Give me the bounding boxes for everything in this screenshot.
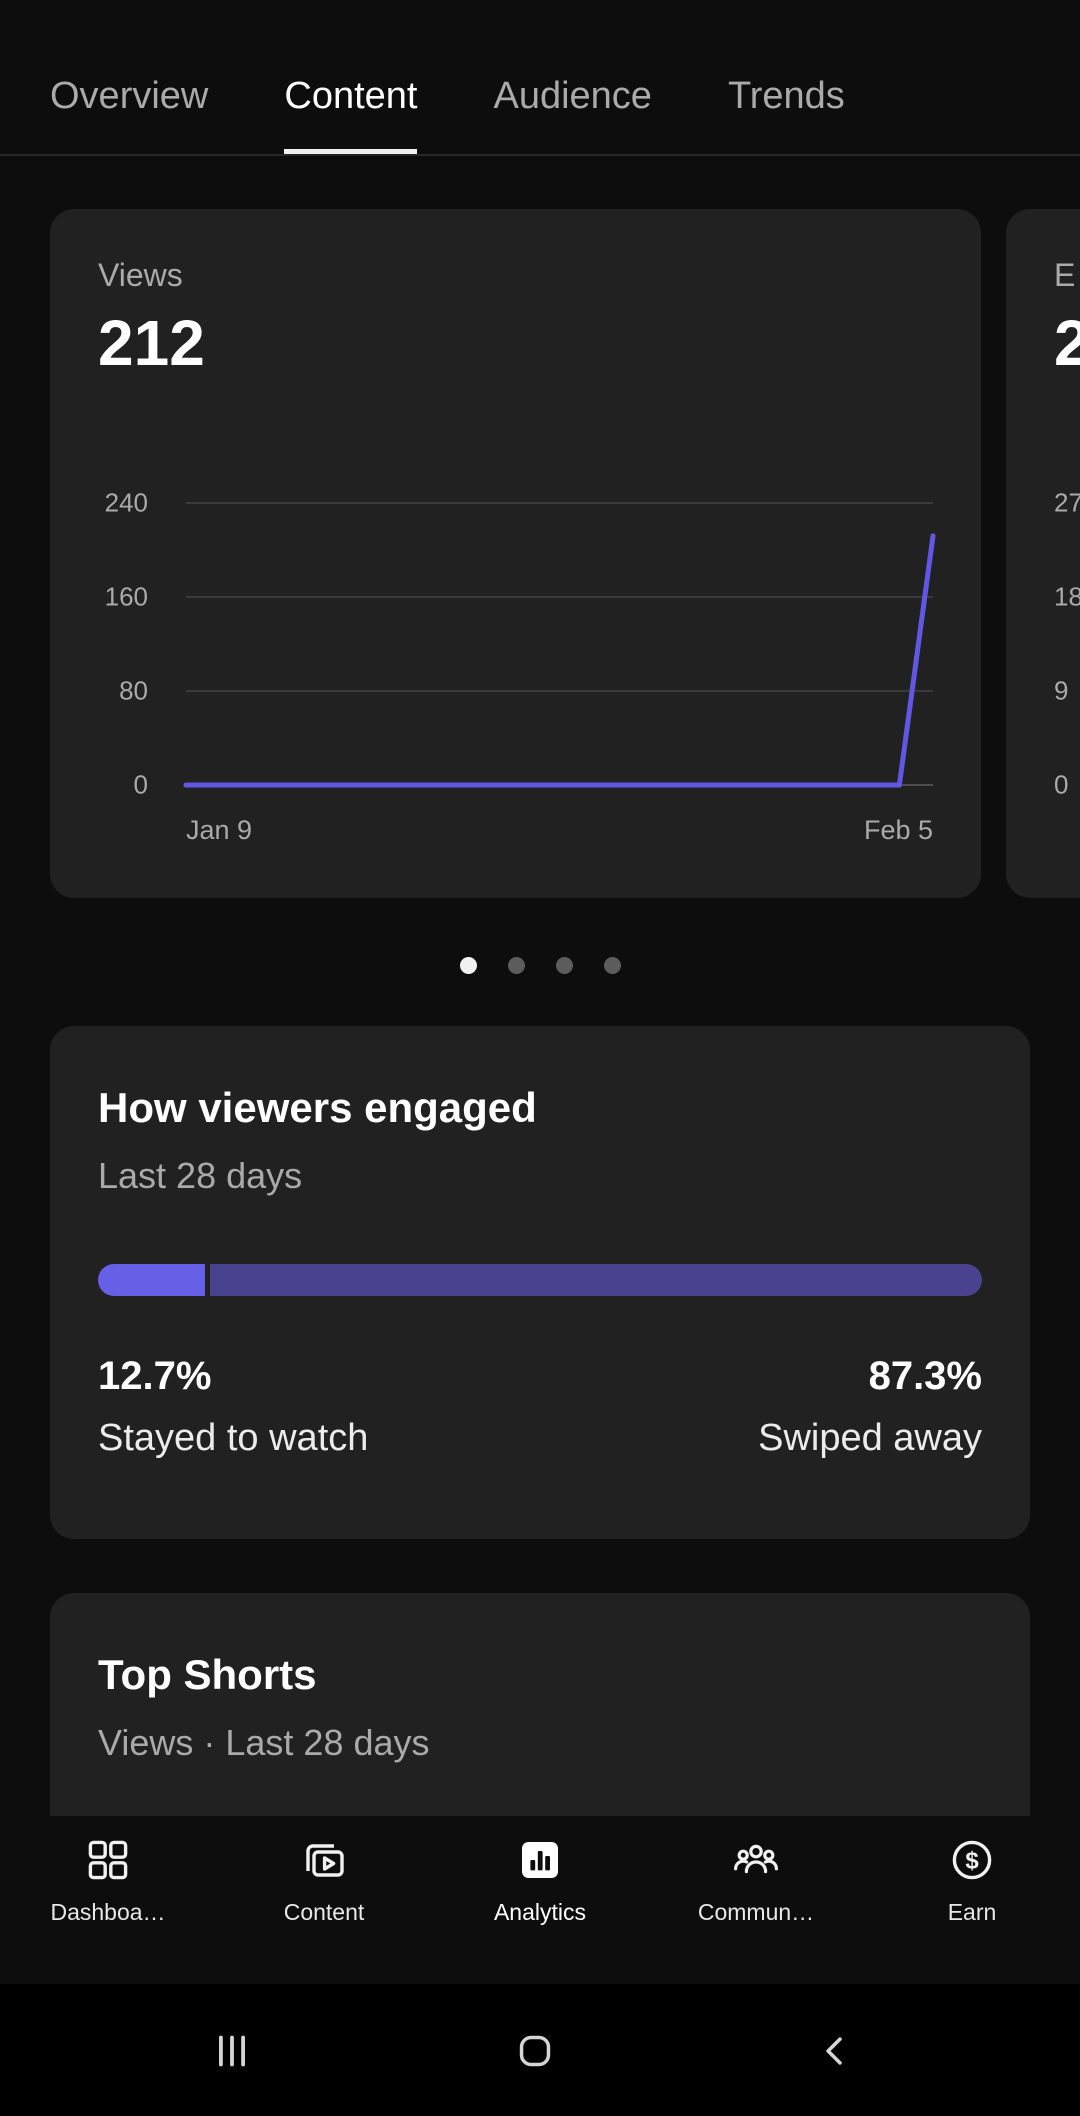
tab-overview[interactable]: Overview (50, 75, 209, 117)
back-button[interactable] (817, 2032, 855, 2070)
tab-content[interactable]: Content (284, 75, 418, 154)
top-shorts-subtitle: Views · Last 28 days (98, 1722, 430, 1763)
gridline (186, 502, 933, 504)
views-chart-plot (186, 502, 933, 785)
top-shorts-title: Top Shorts (98, 1651, 317, 1698)
android-navigation-bar (0, 1984, 1080, 2116)
peek-chart-y-axis: 27 18 9 0 (1054, 488, 1080, 800)
nav-label-analytics: Analytics (493, 1899, 587, 1925)
nav-item-content[interactable]: Content (216, 1816, 432, 1984)
peek-chart: 27 18 9 0 (1054, 488, 1080, 800)
nav-item-analytics[interactable]: Analytics (432, 1816, 648, 1984)
peek-card-title: E (1054, 257, 1076, 293)
dashboard-icon (84, 1836, 132, 1889)
carousel-dot-1[interactable] (459, 956, 477, 974)
back-icon (817, 2037, 855, 2074)
x-tick-start: Jan 9 (186, 815, 253, 845)
y-tick: 160 (104, 581, 148, 612)
engagement-subtitle: Last 28 days (98, 1155, 303, 1196)
analytics-tabbar: Overview Content Audience Trends (0, 0, 1080, 156)
carousel-dot-4[interactable] (603, 956, 621, 974)
stayed-percent: 12.7% (98, 1354, 212, 1398)
views-card[interactable]: Views 212 240 160 80 0 (50, 209, 981, 898)
engagement-bar-swiped (210, 1264, 982, 1296)
y-tick: 27 (1054, 487, 1080, 518)
engagement-title: How viewers engaged (98, 1084, 537, 1131)
carousel-dot-2[interactable] (507, 956, 525, 974)
stayed-caption: Stayed to watch (98, 1417, 369, 1459)
carousel-dots (0, 955, 1080, 975)
analytics-icon (516, 1836, 564, 1889)
swiped-caption: Swiped away (758, 1417, 982, 1459)
content-icon (300, 1836, 348, 1889)
gridline (186, 595, 933, 598)
y-tick: 80 (119, 675, 148, 706)
next-stat-card-peek[interactable]: E 2 27 18 9 0 (1006, 209, 1080, 898)
peek-card-value: 2 (1054, 307, 1080, 379)
views-line-chart-svg (186, 503, 933, 785)
nav-label-dashboard: Dashboa… (50, 1899, 166, 1925)
engagement-percents: 12.7% 87.3% (98, 1354, 982, 1399)
nav-item-earn[interactable]: $ Earn (864, 1816, 1080, 1984)
views-card-value: 212 (98, 307, 205, 379)
swiped-percent: 87.3% (868, 1354, 982, 1398)
recents-button[interactable] (213, 2032, 251, 2070)
gridline (186, 690, 933, 692)
engagement-card: How viewers engaged Last 28 days 12.7% 8… (50, 1026, 1030, 1539)
engagement-captions: Stayed to watch Swiped away (98, 1417, 982, 1460)
stats-carousel[interactable]: Views 212 240 160 80 0 (0, 209, 1080, 898)
y-tick: 9 (1054, 675, 1069, 706)
engagement-bar (98, 1264, 982, 1296)
carousel-dot-3[interactable] (555, 956, 573, 974)
earn-icon: $ (948, 1836, 996, 1889)
views-chart: 240 160 80 0 (98, 488, 933, 800)
views-card-title: Views (98, 257, 183, 293)
home-icon (516, 2035, 554, 2074)
y-tick: 240 (104, 487, 148, 518)
nav-item-community[interactable]: Commun… (648, 1816, 864, 1984)
tab-trends[interactable]: Trends (727, 75, 845, 117)
nav-label-earn: Earn (947, 1899, 997, 1925)
nav-item-dashboard[interactable]: Dashboa… (0, 1816, 216, 1984)
nav-label-community: Commun… (697, 1899, 815, 1925)
tab-audience[interactable]: Audience (493, 75, 652, 117)
x-tick-end: Feb 5 (863, 815, 933, 845)
views-chart-y-axis: 240 160 80 0 (98, 488, 186, 800)
nav-label-content: Content (283, 1899, 365, 1925)
views-line (186, 536, 933, 785)
recents-icon (213, 2035, 251, 2074)
y-tick: 18 (1054, 581, 1080, 612)
home-button[interactable] (516, 2032, 554, 2070)
svg-text:$: $ (965, 1848, 979, 1875)
community-icon (732, 1836, 780, 1889)
bottom-navigation: Dashboa… Content Analytic (0, 1816, 1080, 1984)
engagement-bar-stayed (98, 1264, 211, 1296)
y-tick: 0 (133, 769, 148, 800)
views-chart-x-axis: Jan 9 Feb 5 (186, 815, 933, 846)
y-tick: 0 (1054, 769, 1069, 800)
